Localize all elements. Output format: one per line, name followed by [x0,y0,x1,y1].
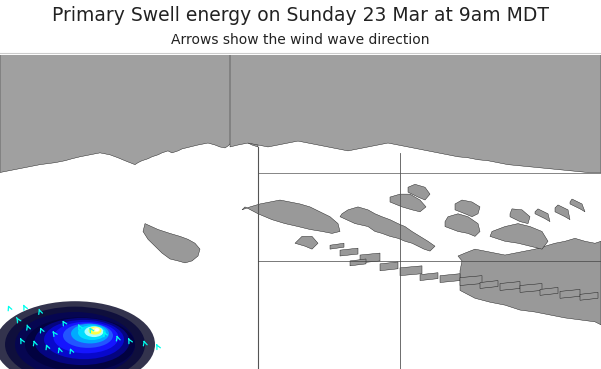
Ellipse shape [15,312,135,369]
Polygon shape [360,253,380,263]
Polygon shape [230,55,601,173]
Ellipse shape [44,320,124,359]
Polygon shape [540,287,558,295]
Polygon shape [340,248,358,256]
Polygon shape [340,207,435,251]
Polygon shape [350,259,366,266]
Polygon shape [390,194,426,212]
Text: Arrows show the wind wave direction: Arrows show the wind wave direction [171,34,430,47]
Polygon shape [458,238,601,325]
Polygon shape [445,214,480,237]
Polygon shape [330,243,344,249]
Polygon shape [295,237,318,249]
Polygon shape [242,200,340,234]
Polygon shape [570,199,585,212]
Ellipse shape [71,324,109,344]
Polygon shape [580,292,598,300]
Polygon shape [520,283,542,292]
Polygon shape [380,262,398,271]
Text: Primary Swell energy on Sunday 23 Mar at 9am MDT: Primary Swell energy on Sunday 23 Mar at… [52,6,549,25]
Polygon shape [143,224,200,263]
Ellipse shape [0,301,155,369]
Polygon shape [510,209,530,224]
Polygon shape [555,205,570,220]
Polygon shape [535,209,550,222]
Ellipse shape [95,328,99,331]
Polygon shape [560,289,580,298]
Polygon shape [500,282,520,290]
Ellipse shape [25,317,135,369]
Ellipse shape [53,322,118,353]
Ellipse shape [78,325,106,340]
Ellipse shape [63,323,113,348]
Polygon shape [440,274,460,283]
Ellipse shape [85,326,103,337]
Polygon shape [408,184,430,200]
Ellipse shape [5,307,145,369]
Polygon shape [490,224,548,249]
Polygon shape [0,55,258,173]
Polygon shape [400,266,422,276]
Polygon shape [420,273,438,280]
Polygon shape [460,276,482,286]
Polygon shape [455,200,480,217]
Ellipse shape [34,318,129,365]
Ellipse shape [92,327,100,332]
Ellipse shape [88,327,102,335]
Polygon shape [480,280,498,289]
